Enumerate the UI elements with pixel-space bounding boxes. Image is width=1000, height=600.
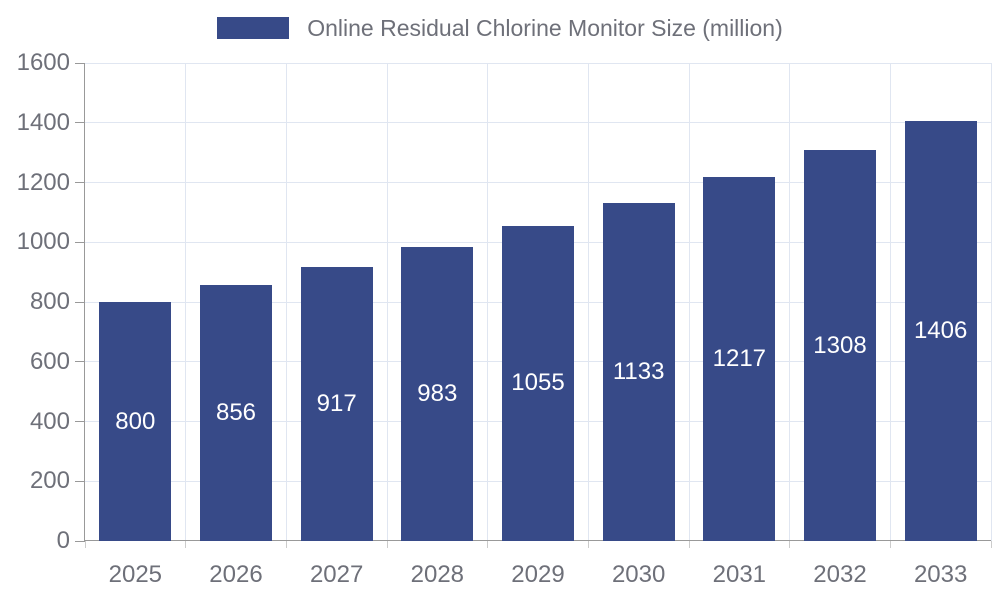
x-gridline (285, 63, 287, 541)
bar-value-label: 1055 (511, 369, 565, 397)
x-axis-label: 2030 (611, 561, 666, 588)
y-axis-label: 1000 (16, 228, 70, 256)
bar[interactable]: 800 (99, 302, 172, 541)
x-axis-label: 2033 (913, 561, 968, 588)
x-axis-tick (285, 541, 287, 548)
bar[interactable]: 1406 (904, 120, 977, 541)
x-axis-tick (487, 541, 489, 548)
y-gridline (85, 62, 991, 64)
y-axis-label: 0 (56, 527, 70, 554)
y-axis-line (84, 63, 85, 541)
x-axis-label: 2029 (511, 561, 565, 588)
y-axis-tick (75, 62, 85, 64)
x-axis-tick (889, 541, 891, 548)
x-gridline (386, 63, 388, 541)
x-axis-tick (386, 541, 388, 548)
bar[interactable]: 1217 (703, 177, 776, 541)
legend-item[interactable]: Online Residual Chlorine Monitor Size (m… (0, 13, 1000, 43)
bar[interactable]: 1308 (804, 150, 876, 541)
x-axis-tick (84, 541, 86, 548)
bar[interactable]: 1055 (502, 225, 574, 541)
x-axis-label: 2032 (813, 561, 867, 588)
bar-value-label: 1406 (913, 316, 968, 344)
y-axis-tick (75, 480, 85, 482)
bar[interactable]: 983 (401, 247, 474, 541)
y-axis-label: 1600 (16, 49, 70, 76)
y-axis-tick (75, 122, 85, 124)
y-axis-label: 800 (29, 288, 70, 315)
y-axis-tick (75, 241, 85, 243)
x-axis-tick (185, 541, 187, 548)
bar-value-label: 800 (115, 407, 156, 435)
bar-value-label: 856 (215, 399, 257, 427)
y-axis-tick (75, 301, 85, 303)
x-axis-tick (990, 541, 992, 548)
x-axis-tick (688, 541, 690, 548)
x-axis-tick (789, 541, 791, 548)
x-axis-label: 2025 (108, 561, 163, 588)
y-axis-label: 200 (29, 467, 70, 495)
x-axis-label: 2031 (712, 561, 767, 588)
bar-value-label: 917 (316, 390, 357, 417)
x-axis-tick (587, 541, 589, 548)
legend-swatch (217, 17, 290, 39)
y-axis-label: 600 (29, 347, 70, 375)
x-gridline (185, 63, 187, 541)
y-axis-tick (75, 361, 85, 363)
y-axis-label: 400 (29, 407, 70, 435)
bar[interactable]: 1133 (602, 202, 675, 541)
x-axis-label: 2026 (209, 561, 263, 588)
x-gridline (889, 63, 891, 541)
x-gridline (789, 63, 791, 541)
y-gridline (85, 182, 991, 183)
y-axis-tick (75, 540, 85, 542)
legend-label: Online Residual Chlorine Monitor Size (m… (307, 14, 783, 41)
x-axis-label: 2027 (309, 561, 364, 588)
x-gridline (990, 63, 992, 541)
y-axis-label: 1400 (16, 108, 70, 136)
x-gridline (487, 63, 489, 541)
y-axis-tick (75, 421, 85, 422)
y-gridline (85, 122, 991, 124)
x-gridline (688, 63, 690, 541)
bar-value-label: 983 (417, 380, 458, 408)
bar-value-label: 1217 (712, 345, 767, 373)
x-axis-label: 2028 (410, 561, 465, 588)
bar-value-label: 1133 (612, 357, 665, 385)
bar[interactable]: 917 (300, 267, 373, 541)
x-gridline (587, 63, 589, 541)
y-axis-tick (75, 182, 85, 183)
bar-value-label: 1308 (813, 331, 867, 359)
y-axis-label: 1200 (16, 168, 70, 196)
bar[interactable]: 856 (200, 285, 272, 541)
